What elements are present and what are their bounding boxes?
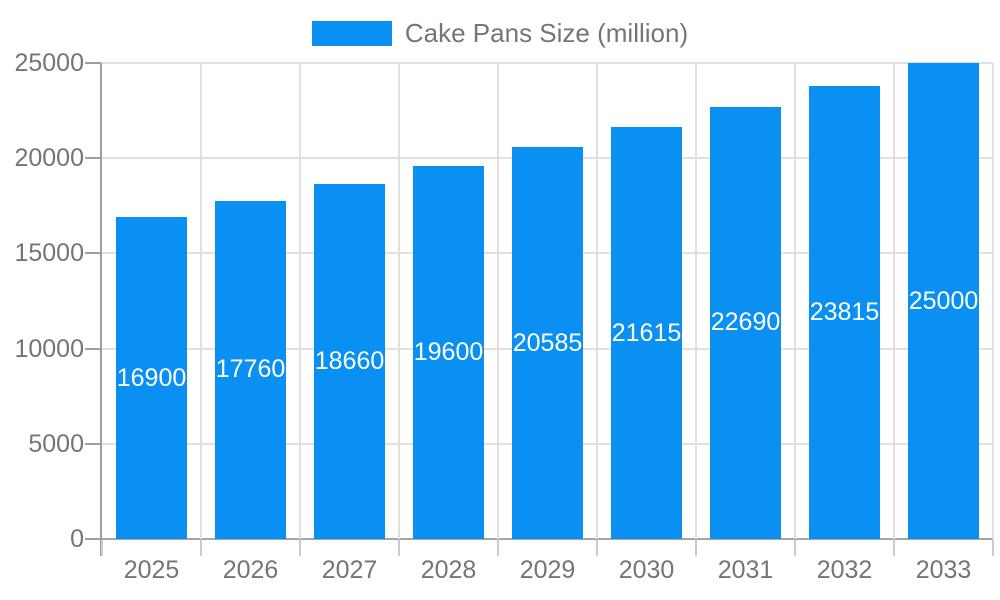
y-tick-label: 10000 xyxy=(14,334,84,363)
bar-2032[interactable]: 23815 xyxy=(809,85,880,539)
v-gridline xyxy=(695,63,697,539)
y-tick-mark xyxy=(85,347,101,350)
x-axis-line xyxy=(85,538,993,540)
v-gridline xyxy=(299,63,301,539)
x-tick-mark xyxy=(200,540,202,556)
x-tick-label: 2027 xyxy=(321,556,378,584)
v-gridline xyxy=(794,63,796,539)
bar-value-label: 16900 xyxy=(116,363,187,392)
x-tick-mark xyxy=(794,540,796,556)
legend-label: Cake Pans Size (million) xyxy=(404,18,689,48)
bar-value-label: 20585 xyxy=(512,328,583,357)
x-tick-mark xyxy=(398,540,400,556)
y-tick-label: 0 xyxy=(70,525,84,553)
y-tick-mark xyxy=(85,538,101,540)
x-tick-mark xyxy=(992,540,994,556)
x-tick-label: 2029 xyxy=(519,556,576,584)
bar-2028[interactable]: 19600 xyxy=(413,165,484,539)
x-tick-label: 2026 xyxy=(222,556,279,584)
v-gridline xyxy=(596,63,598,539)
x-tick-mark xyxy=(893,540,895,556)
x-tick-mark xyxy=(497,540,499,556)
bar-value-label: 19600 xyxy=(413,337,484,366)
bar-value-label: 18660 xyxy=(314,346,385,375)
y-axis-line xyxy=(100,63,102,556)
bar-2033[interactable]: 25000 xyxy=(908,63,979,539)
v-gridline xyxy=(398,63,400,539)
x-tick-mark xyxy=(101,540,103,556)
x-tick-mark xyxy=(596,540,598,556)
v-gridline xyxy=(893,63,895,539)
y-tick-mark xyxy=(85,157,101,160)
bar-2027[interactable]: 18660 xyxy=(314,183,385,539)
bar-value-label: 25000 xyxy=(908,286,979,315)
legend-swatch xyxy=(311,21,392,46)
x-tick-label: 2028 xyxy=(420,556,477,584)
x-tick-label: 2033 xyxy=(915,556,972,584)
legend[interactable]: Cake Pans Size (million) xyxy=(0,18,1000,49)
bar-2025[interactable]: 16900 xyxy=(116,217,187,539)
x-tick-label: 2032 xyxy=(816,556,873,584)
y-tick-mark xyxy=(85,442,101,445)
bar-2026[interactable]: 17760 xyxy=(215,200,286,539)
bar-2030[interactable]: 21615 xyxy=(611,127,682,539)
x-tick-mark xyxy=(299,540,301,556)
y-tick-label: 20000 xyxy=(14,144,84,173)
x-tick-mark xyxy=(695,540,697,556)
x-tick-label: 2025 xyxy=(123,556,180,584)
bar-value-label: 21615 xyxy=(611,318,682,347)
bar-value-label: 17760 xyxy=(215,355,286,384)
h-gridline xyxy=(102,62,993,64)
v-gridline xyxy=(992,63,994,539)
x-tick-label: 2030 xyxy=(618,556,675,584)
y-tick-mark xyxy=(85,252,101,255)
y-tick-mark xyxy=(85,62,101,64)
y-tick-label: 25000 xyxy=(14,49,84,77)
y-tick-label: 15000 xyxy=(14,239,84,268)
bar-value-label: 22690 xyxy=(710,308,781,337)
bar-2029[interactable]: 20585 xyxy=(512,147,583,539)
bar-value-label: 23815 xyxy=(809,297,880,326)
y-tick-label: 5000 xyxy=(28,429,84,458)
bar-2031[interactable]: 22690 xyxy=(710,106,781,539)
v-gridline xyxy=(200,63,202,539)
plot-area: 16900 17760 18660 19600 20585 21615 22690 23815… xyxy=(102,62,994,539)
v-gridline xyxy=(497,63,499,539)
x-tick-label: 2031 xyxy=(717,556,774,584)
